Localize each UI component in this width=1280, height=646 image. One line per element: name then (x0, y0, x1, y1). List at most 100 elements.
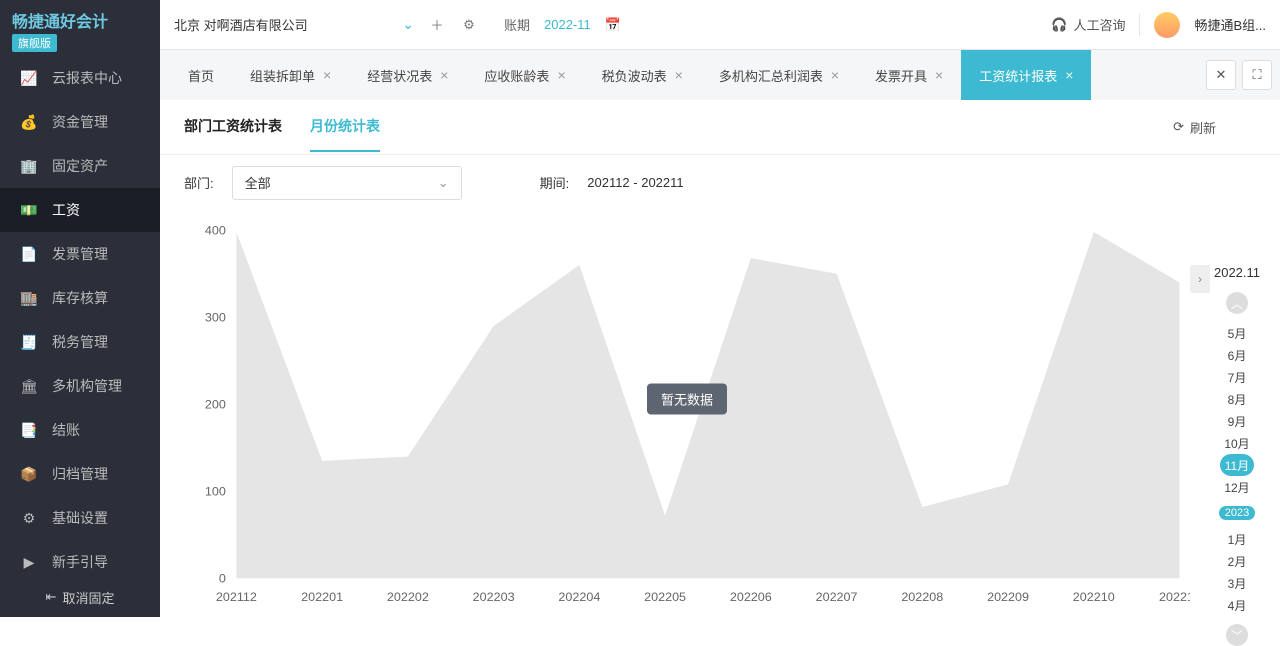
svg-text:202209: 202209 (987, 590, 1029, 604)
rail-up-button[interactable]: ︿ (1226, 292, 1248, 314)
rail-month[interactable]: 11月 (1220, 454, 1254, 476)
salary-icon: 💵 (20, 201, 38, 219)
close-icon[interactable]: × (1065, 67, 1073, 83)
rail-month[interactable]: 7月 (1220, 366, 1254, 388)
fullscreen-button[interactable]: ⛶ (1242, 60, 1272, 90)
svg-text:0: 0 (219, 572, 226, 586)
tab-4[interactable]: 税负波动表 × (584, 50, 701, 100)
tab-1[interactable]: 组装拆卸单× (232, 50, 349, 100)
rail-month[interactable]: 4月 (1220, 594, 1254, 616)
archive-icon: 📦 (20, 465, 38, 483)
tab-3[interactable]: 应收账龄表× (466, 50, 583, 100)
period-label: 账期 (504, 15, 530, 34)
no-data-badge: 暂无数据 (647, 383, 727, 414)
svg-text:202211: 202211 (1159, 590, 1190, 604)
period-value: 2022-11 (544, 17, 591, 32)
money-icon: 💰 (20, 113, 38, 131)
sidebar-item-label: 新手引导 (52, 552, 108, 572)
sidebar-item-2[interactable]: 🏢固定资产 (0, 144, 160, 188)
rail-month[interactable]: 9月 (1220, 410, 1254, 432)
divider (1139, 14, 1140, 36)
rail-current: 2022.11 (1214, 265, 1260, 280)
sidebar-item-5[interactable]: 🏬库存核算 (0, 276, 160, 320)
sidebar-item-9[interactable]: 📦归档管理 (0, 452, 160, 496)
period-filter-value: 202112 - 202211 (587, 175, 683, 190)
rail-month[interactable]: 2月 (1220, 550, 1254, 572)
sidebar-item-3[interactable]: 💵 工资 (0, 188, 160, 232)
brand-edition: 旗舰版 (12, 34, 57, 52)
tab-actions: ✕ ⛶ (1206, 50, 1280, 100)
rail-next-year: 2023 (1219, 506, 1255, 520)
month-rail: 2022.11 ︿ 5月6月7月8月9月10月11月12月 2023 1月2月3… (1212, 265, 1262, 646)
consult-label: 人工咨询 (1073, 15, 1125, 34)
sidebar-item-10[interactable]: ⚙基础设置 (0, 496, 160, 540)
rail-month[interactable]: 1月 (1220, 528, 1254, 550)
sidebar-item-4[interactable]: 📄发票管理 (0, 232, 160, 276)
close-icon[interactable]: × (935, 67, 943, 83)
collapse-rail-button[interactable]: › (1190, 265, 1210, 293)
rail-down-button[interactable]: ﹀ (1226, 624, 1248, 646)
svg-text:202205: 202205 (644, 590, 686, 604)
pin-toggle[interactable]: ⇤ 取消固定 (0, 577, 160, 617)
settings-icon: ⚙ (20, 509, 38, 527)
headset-icon: 🎧 (1051, 17, 1067, 33)
calendar-icon[interactable]: 📅 (605, 17, 621, 33)
tax-icon: 🧾 (20, 333, 38, 351)
sidebar-item-8[interactable]: 📑结账 (0, 408, 160, 452)
sidebar-item-0[interactable]: 📈 云报表中心 (0, 56, 160, 100)
refresh-button[interactable]: ⟳ 刷新 (1173, 118, 1216, 137)
svg-text:202203: 202203 (473, 590, 515, 604)
add-icon[interactable]: ＋ (428, 15, 446, 34)
consult-button[interactable]: 🎧 人工咨询 (1051, 15, 1125, 34)
close-icon[interactable]: × (831, 67, 839, 83)
close-icon[interactable]: × (557, 67, 565, 83)
sidebar-item-label: 资金管理 (52, 112, 108, 132)
sidebar-item-1[interactable]: 💰 资金管理 (0, 100, 160, 144)
rail-month[interactable]: 8月 (1220, 388, 1254, 410)
rail-month[interactable]: 12月 (1220, 476, 1254, 498)
sidebar-item-label: 工资 (52, 200, 80, 220)
rail-month[interactable]: 3月 (1220, 572, 1254, 594)
tab-label: 多机构汇总利润表 (719, 66, 823, 85)
tab-7[interactable]: 工资统计报表× (961, 50, 1091, 100)
company-select[interactable]: 北京 对啊酒店有限公司 ⌄ (174, 15, 414, 34)
tab-label: 税负波动表 (602, 66, 667, 85)
close-icon[interactable]: × (440, 67, 448, 83)
brand-name: 畅捷通好会计 (12, 8, 148, 32)
sidebar-item-7[interactable]: 🏛多机构管理 (0, 364, 160, 408)
close-icon[interactable]: × (675, 67, 683, 83)
svg-text:202206: 202206 (730, 590, 772, 604)
logo: 畅捷通好会计 旗舰版 (0, 0, 160, 56)
tab-5[interactable]: 多机构汇总利润表 × (701, 50, 857, 100)
subtab-0[interactable]: 部门工资统计表 (184, 102, 282, 152)
sidebar-item-6[interactable]: 🧾税务管理 (0, 320, 160, 364)
chart-icon: 📈 (20, 69, 38, 87)
gear-icon[interactable]: ⚙ (460, 17, 478, 33)
user-name[interactable]: 畅捷通B组... (1194, 15, 1266, 34)
tab-2[interactable]: 经营状况表 × (349, 50, 466, 100)
topbar: 北京 对啊酒店有限公司 ⌄ ＋ ⚙ 账期 2022-11 📅 🎧 人工咨询 畅捷… (160, 0, 1280, 50)
content: 部门工资统计表月份统计表 ⟳ 刷新 部门: 全部 ⌄ 期间: 202112 - … (160, 100, 1280, 617)
close-all-tabs-button[interactable]: ✕ (1206, 60, 1236, 90)
svg-text:202207: 202207 (816, 590, 858, 604)
invoice-icon: 📄 (20, 245, 38, 263)
avatar[interactable] (1154, 12, 1180, 38)
svg-text:202208: 202208 (901, 590, 943, 604)
rail-month[interactable]: 10月 (1220, 432, 1254, 454)
org-icon: 🏛 (20, 377, 38, 395)
close-icon[interactable]: × (323, 67, 331, 83)
tab-label: 经营状况表 (367, 66, 432, 85)
sidebar-item-label: 云报表中心 (52, 68, 122, 88)
tab-0[interactable]: 首页 (170, 50, 232, 100)
svg-text:200: 200 (205, 397, 226, 411)
filters: 部门: 全部 ⌄ 期间: 202112 - 202211 (160, 154, 1280, 210)
rail-month[interactable]: 5月 (1220, 322, 1254, 344)
caret-down-icon: ⌄ (402, 16, 414, 33)
close-icon: 📑 (20, 421, 38, 439)
subtab-1[interactable]: 月份统计表 (310, 102, 380, 152)
rail-month[interactable]: 6月 (1220, 344, 1254, 366)
sidebar-item-label: 库存核算 (52, 288, 108, 308)
dept-select[interactable]: 全部 ⌄ (232, 166, 462, 200)
svg-text:202201: 202201 (301, 590, 343, 604)
tab-6[interactable]: 发票开具× (857, 50, 961, 100)
